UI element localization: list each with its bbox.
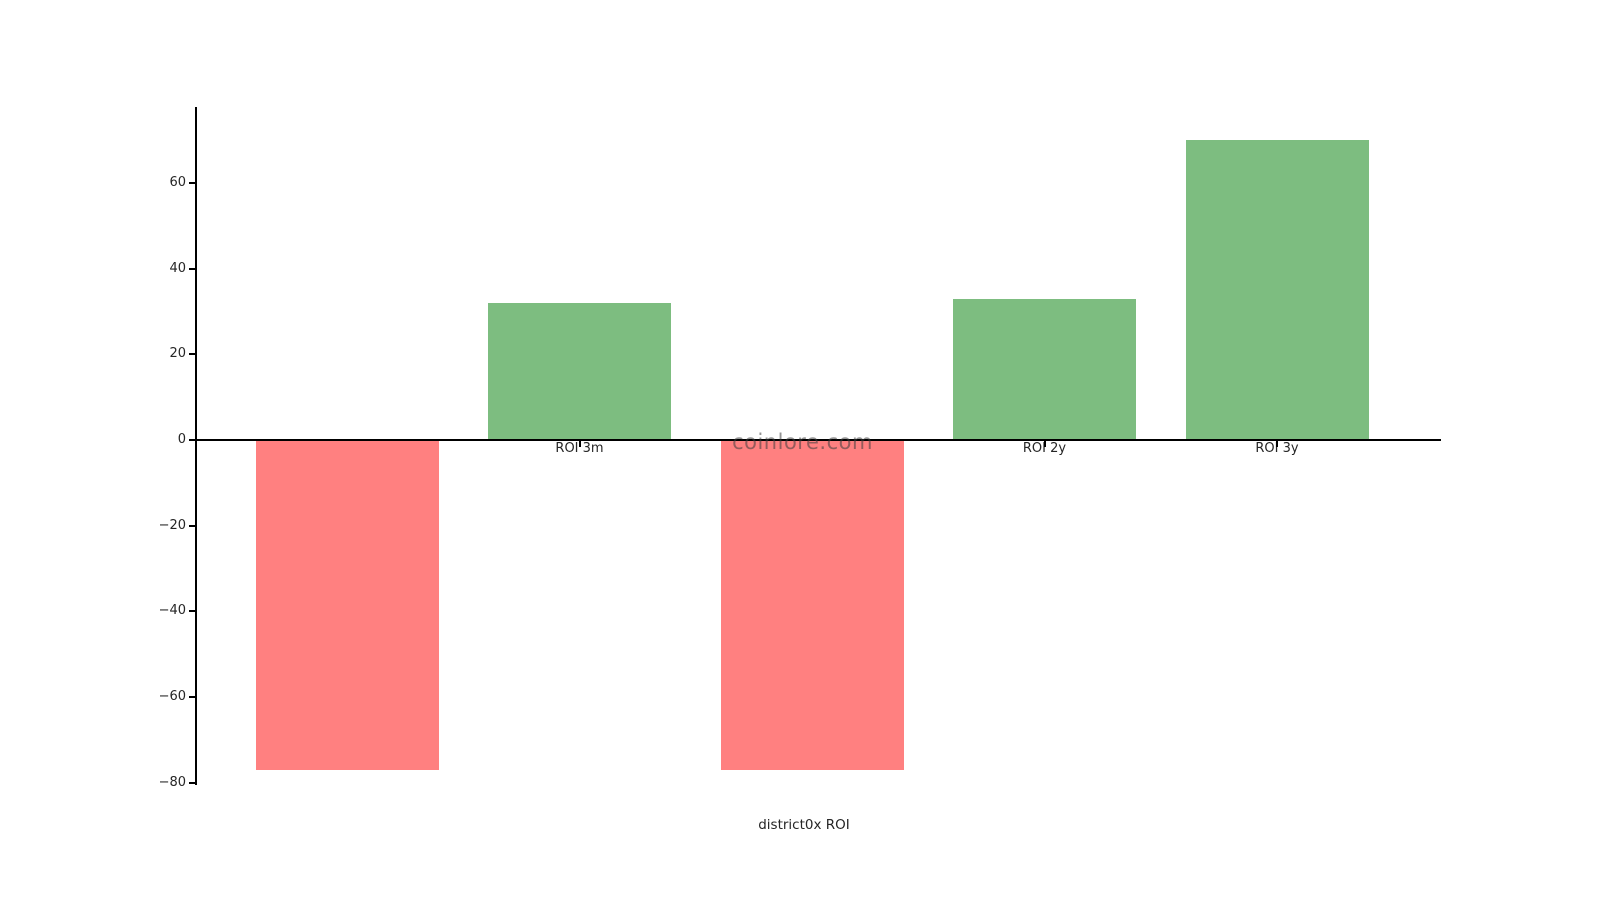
y-tick-mark: [189, 610, 196, 613]
y-axis-line: [195, 107, 197, 785]
y-tick-label: −20: [158, 517, 186, 533]
bar: [1185, 140, 1369, 440]
y-tick-label: 60: [169, 174, 186, 190]
y-tick-mark: [189, 439, 196, 441]
bar: [953, 298, 1136, 440]
y-tick-label: 20: [169, 346, 186, 362]
y-tick-label: 0: [177, 432, 186, 447]
y-tick-mark: [189, 181, 196, 184]
y-tick-label: −40: [158, 603, 186, 619]
x-axis-line: [196, 439, 1441, 441]
watermark: coinlore.com: [732, 430, 873, 454]
bar: [488, 302, 671, 440]
y-tick-label: −60: [158, 689, 186, 705]
y-tick-mark: [189, 696, 196, 699]
y-tick-label: −80: [158, 774, 186, 790]
y-tick-mark: [189, 524, 196, 527]
chart-title: district0x ROI: [758, 817, 850, 833]
y-tick-mark: [189, 353, 196, 356]
x-tick-label: ROI 2y: [1022, 441, 1067, 456]
x-tick-mark: [1043, 440, 1046, 447]
x-tick-label: ROI 3m: [555, 441, 604, 456]
y-tick-mark: [189, 267, 196, 270]
y-tick-mark: [189, 781, 196, 784]
x-tick-mark: [1276, 440, 1278, 447]
bar: [720, 440, 904, 770]
y-tick-label: 40: [169, 260, 186, 276]
bar: [255, 440, 439, 770]
x-tick-mark: [578, 440, 581, 447]
x-tick-label: ROI 3y: [1255, 441, 1299, 456]
